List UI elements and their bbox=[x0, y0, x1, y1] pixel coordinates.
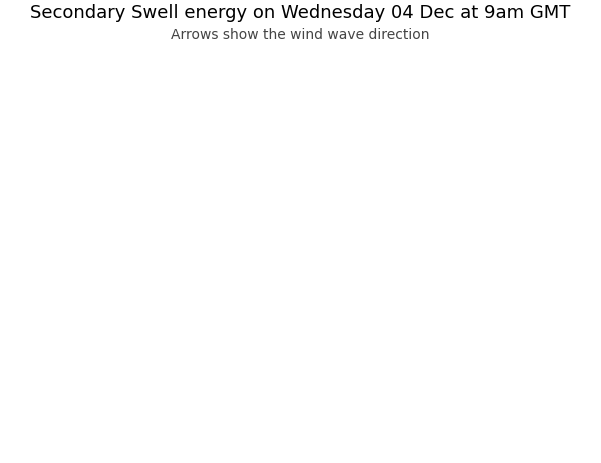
Text: Secondary Swell energy on Wednesday 04 Dec at 9am GMT: Secondary Swell energy on Wednesday 04 D… bbox=[30, 4, 571, 22]
Text: Arrows show the wind wave direction: Arrows show the wind wave direction bbox=[171, 28, 430, 42]
